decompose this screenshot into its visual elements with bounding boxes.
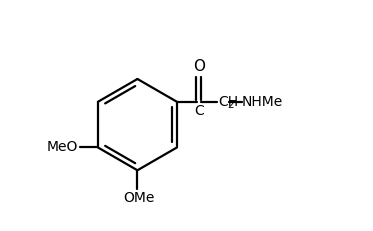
Text: NHMe: NHMe bbox=[242, 95, 283, 109]
Text: C: C bbox=[194, 104, 204, 118]
Text: 2: 2 bbox=[227, 100, 234, 110]
Text: O: O bbox=[192, 59, 205, 74]
Text: CH: CH bbox=[219, 95, 239, 109]
Text: OMe: OMe bbox=[123, 191, 154, 205]
Text: MeO: MeO bbox=[47, 140, 78, 155]
